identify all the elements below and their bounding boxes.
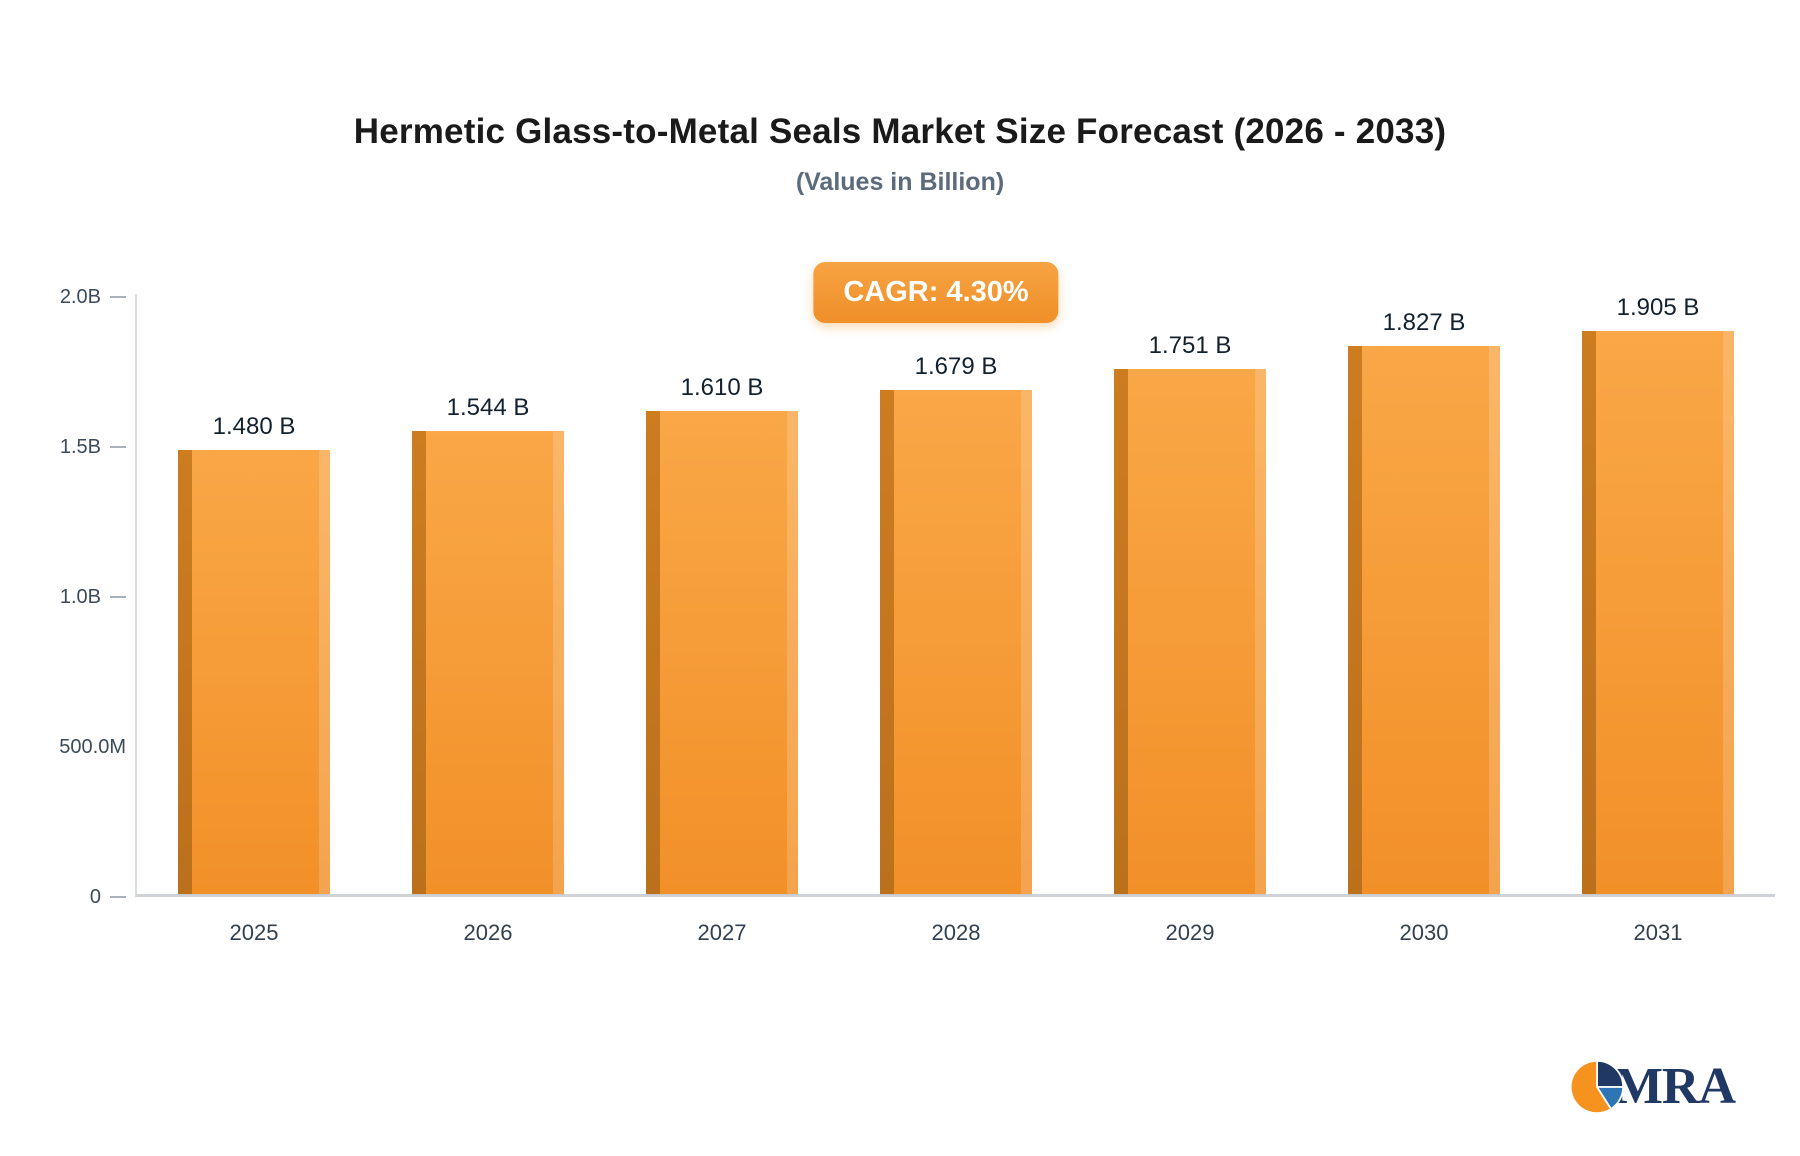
bar: [880, 390, 1032, 894]
x-axis-label: 2026: [463, 920, 513, 945]
y-axis-tick-label: 1.0B: [59, 585, 101, 608]
x-axis-label: 2029: [1165, 920, 1215, 945]
bars-container: 1.480 B 2025 1.544 B 2026 1.610 B 2027 1.679 B…: [137, 294, 1775, 945]
y-axis-tick-label: 1.5B: [59, 435, 101, 458]
bar-value-label: 1.544 B: [446, 394, 530, 421]
y-axis-tick: 2.0B: [60, 283, 126, 311]
chart-title: Hermetic Glass-to-Metal Seals Market Siz…: [353, 112, 1447, 151]
x-axis-label: 2027: [697, 920, 747, 945]
x-axis-label: 2025: [229, 920, 279, 945]
bar-column: 1.827 B 2030: [1348, 294, 1500, 945]
y-axis-tick-mark: [110, 446, 126, 448]
cagr-badge: CAGR: 4.30%: [813, 262, 1059, 323]
chart-subtitle: (Values in Billion): [795, 168, 1005, 196]
y-axis-tick: 0: [90, 883, 126, 911]
y-axis-tick: 1.5B: [60, 433, 126, 461]
bar-chart: 2.0B 1.5B 1.0B 500.0M 0 1.480 B 2025 1.544 B 20…: [0, 286, 1800, 945]
bar-value-label: 1.679 B: [914, 353, 998, 380]
bar-value-label: 1.610 B: [680, 374, 764, 401]
x-axis-label: 2028: [931, 920, 981, 945]
bar-column: 1.679 B 2028: [880, 294, 1032, 945]
mra-logo: MRA: [1568, 1057, 1736, 1116]
bar: [1582, 331, 1734, 894]
bar-column: 1.751 B 2029: [1114, 294, 1266, 945]
bar-column: 1.905 B 2031: [1582, 294, 1734, 945]
y-axis-tick-mark: [110, 896, 126, 898]
bar-value-label: 1.827 B: [1382, 309, 1466, 336]
y-axis-tick-label: 2.0B: [59, 285, 101, 308]
bar-value-label: 1.751 B: [1148, 332, 1232, 359]
bar-column: 1.544 B 2026: [412, 294, 564, 945]
y-axis-tick-label: 500.0M: [59, 735, 126, 758]
y-axis-tick: 500.0M: [59, 733, 126, 761]
bar: [178, 450, 330, 894]
bar: [646, 411, 798, 894]
logo-text: MRA: [1613, 1058, 1736, 1115]
plot-area: 1.480 B 2025 1.544 B 2026 1.610 B 2027 1.679 B…: [135, 294, 1775, 945]
y-axis-tick: 1.0B: [60, 583, 126, 611]
y-axis-tick-label: 0: [89, 885, 101, 908]
mra-logo-pie-icon: [1569, 1059, 1624, 1114]
y-axis: 2.0B 1.5B 1.0B 500.0M 0: [0, 286, 130, 908]
y-axis-tick-mark: [110, 596, 126, 598]
bar-value-label: 1.480 B: [212, 413, 296, 440]
bar: [1348, 346, 1500, 894]
bar: [1114, 369, 1266, 894]
bar-column: 1.610 B 2027: [646, 294, 798, 945]
y-axis-tick-mark: [110, 296, 126, 298]
bar-value-label: 1.905 B: [1616, 294, 1700, 321]
bar: [412, 431, 564, 894]
bar-column: 1.480 B 2025: [178, 294, 330, 945]
chart-header: Hermetic Glass-to-Metal Seals Market Siz…: [0, 112, 1800, 197]
x-axis-label: 2031: [1633, 920, 1683, 945]
x-axis-label: 2030: [1399, 920, 1449, 945]
